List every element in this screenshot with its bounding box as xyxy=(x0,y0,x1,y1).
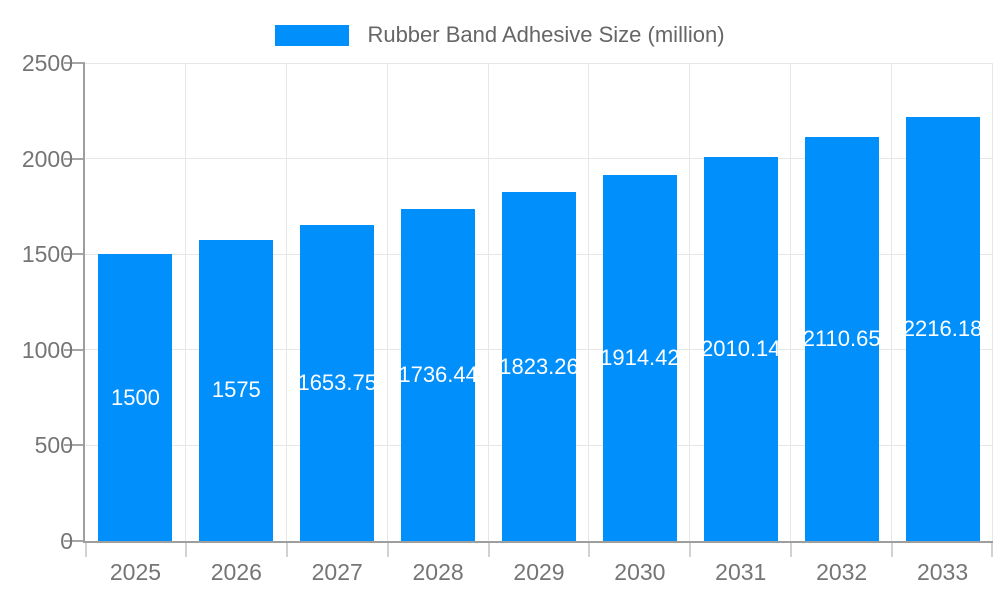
x-tick-mark xyxy=(85,543,87,557)
x-tick-mark xyxy=(386,543,389,557)
v-gridline xyxy=(184,63,186,541)
y-tick-label: 2500 xyxy=(21,50,73,76)
bar[interactable] xyxy=(401,208,476,541)
legend-item[interactable]: Rubber Band Adhesive Size (million) xyxy=(0,22,1000,48)
y-tick-mark xyxy=(64,444,85,447)
bar[interactable] xyxy=(199,239,274,541)
plot-area: 0 500 1000 1500 2000 2500 1500 2025 1575 2026 1653… xyxy=(22,50,993,585)
v-gridline xyxy=(285,63,287,541)
v-gridline xyxy=(992,63,993,541)
h-gridline xyxy=(85,158,993,160)
x-tick-label: 2026 xyxy=(210,559,262,585)
x-tick-label: 2029 xyxy=(513,559,565,585)
bar[interactable] xyxy=(502,192,576,541)
y-tick-label: 1500 xyxy=(21,241,73,268)
x-tick-label: 2030 xyxy=(614,559,666,585)
bar[interactable] xyxy=(804,137,879,541)
x-tick-mark xyxy=(285,543,288,557)
y-axis-line xyxy=(83,63,85,543)
h-gridline xyxy=(85,62,993,64)
x-tick-label: 2025 xyxy=(109,559,162,585)
x-axis-line xyxy=(83,541,993,543)
x-tick-label: 2033 xyxy=(916,559,969,585)
v-gridline xyxy=(487,63,489,541)
x-tick-label: 2028 xyxy=(412,559,464,585)
bar[interactable] xyxy=(703,156,778,541)
y-tick-mark xyxy=(64,62,85,64)
v-gridline xyxy=(891,63,893,541)
y-tick-mark xyxy=(64,348,85,351)
y-tick-mark xyxy=(64,253,85,256)
x-tick-label: 2032 xyxy=(816,559,868,585)
x-tick-mark xyxy=(790,543,793,557)
x-tick-mark xyxy=(891,543,894,557)
v-gridline xyxy=(790,63,792,541)
bar[interactable] xyxy=(98,254,173,541)
x-tick-mark xyxy=(991,543,993,557)
y-tick-label: 500 xyxy=(34,432,73,459)
bar[interactable] xyxy=(905,117,980,541)
y-tick-label: 1000 xyxy=(21,336,73,363)
v-gridline xyxy=(689,63,691,541)
v-gridline xyxy=(588,63,590,541)
x-tick-mark xyxy=(184,543,187,557)
x-tick-mark xyxy=(487,543,490,557)
legend-label: Rubber Band Adhesive Size (million) xyxy=(367,22,725,47)
y-tick-label: 0 xyxy=(60,528,73,554)
v-gridline xyxy=(386,63,388,541)
x-tick-label: 2031 xyxy=(715,559,767,585)
legend-swatch-icon xyxy=(275,24,350,46)
bar[interactable] xyxy=(300,224,375,541)
x-tick-mark xyxy=(689,543,692,557)
bar[interactable] xyxy=(602,174,677,541)
y-tick-mark xyxy=(64,540,85,542)
x-tick-mark xyxy=(588,543,591,557)
y-tick-label: 2000 xyxy=(21,145,73,172)
x-tick-label: 2027 xyxy=(311,559,363,585)
y-tick-mark xyxy=(64,157,85,160)
